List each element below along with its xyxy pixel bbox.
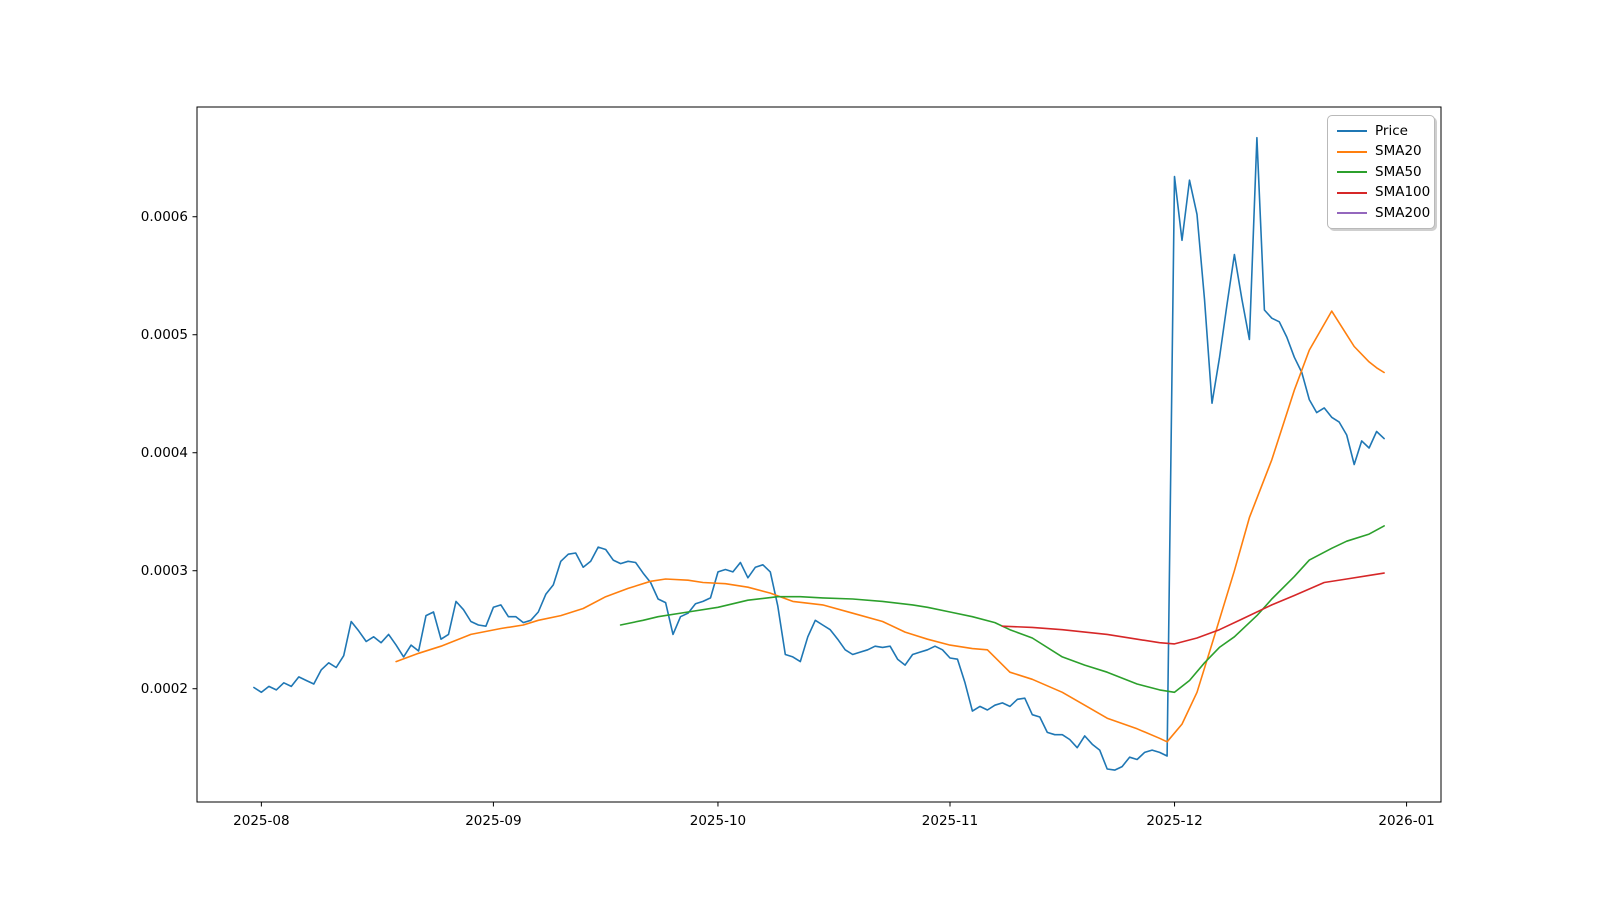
legend-row-sma200: SMA200 xyxy=(1328,203,1434,224)
legend-row-price: Price xyxy=(1328,121,1434,142)
legend-line-sample xyxy=(1337,212,1367,215)
series-line-price xyxy=(253,136,1385,771)
legend-line-sample xyxy=(1337,171,1367,174)
y-tick-label: 0.0005 xyxy=(141,327,188,343)
legend-label: SMA100 xyxy=(1375,184,1431,200)
x-tick-label: 2025-08 xyxy=(233,813,289,829)
x-tick-label: 2025-12 xyxy=(1146,813,1202,829)
legend-label: SMA20 xyxy=(1375,143,1422,159)
legend-line-sample xyxy=(1337,150,1367,153)
legend-line-sample xyxy=(1337,130,1367,133)
series-line-sma20 xyxy=(395,310,1385,743)
legend-label: SMA50 xyxy=(1375,163,1422,180)
legend-row-sma20: SMA20 xyxy=(1328,142,1434,163)
y-tick-label: 0.0002 xyxy=(141,681,188,697)
legend-row-sma50: SMA50 xyxy=(1328,162,1434,183)
x-tick-label: 2026-01 xyxy=(1378,813,1434,829)
plot-frame xyxy=(196,106,1442,803)
x-tick-label: 2025-11 xyxy=(922,813,978,829)
x-tick-label: 2025-10 xyxy=(690,813,746,829)
y-tick-label: 0.0003 xyxy=(141,563,188,579)
legend-line-sample xyxy=(1337,191,1367,194)
legend-row-sma100: SMA100 xyxy=(1328,183,1434,204)
legend-label: Price xyxy=(1375,122,1408,139)
y-tick-label: 0.0006 xyxy=(141,209,188,225)
series-line-sma50 xyxy=(619,525,1385,694)
x-tick-label: 2025-09 xyxy=(465,813,521,829)
legend-label: SMA200 xyxy=(1375,204,1431,221)
y-tick-label: 0.0004 xyxy=(141,445,188,461)
series-line-sma100 xyxy=(1001,572,1385,645)
legend: Price SMA20 SMA50 SMA100 SMA200 xyxy=(1327,115,1435,229)
